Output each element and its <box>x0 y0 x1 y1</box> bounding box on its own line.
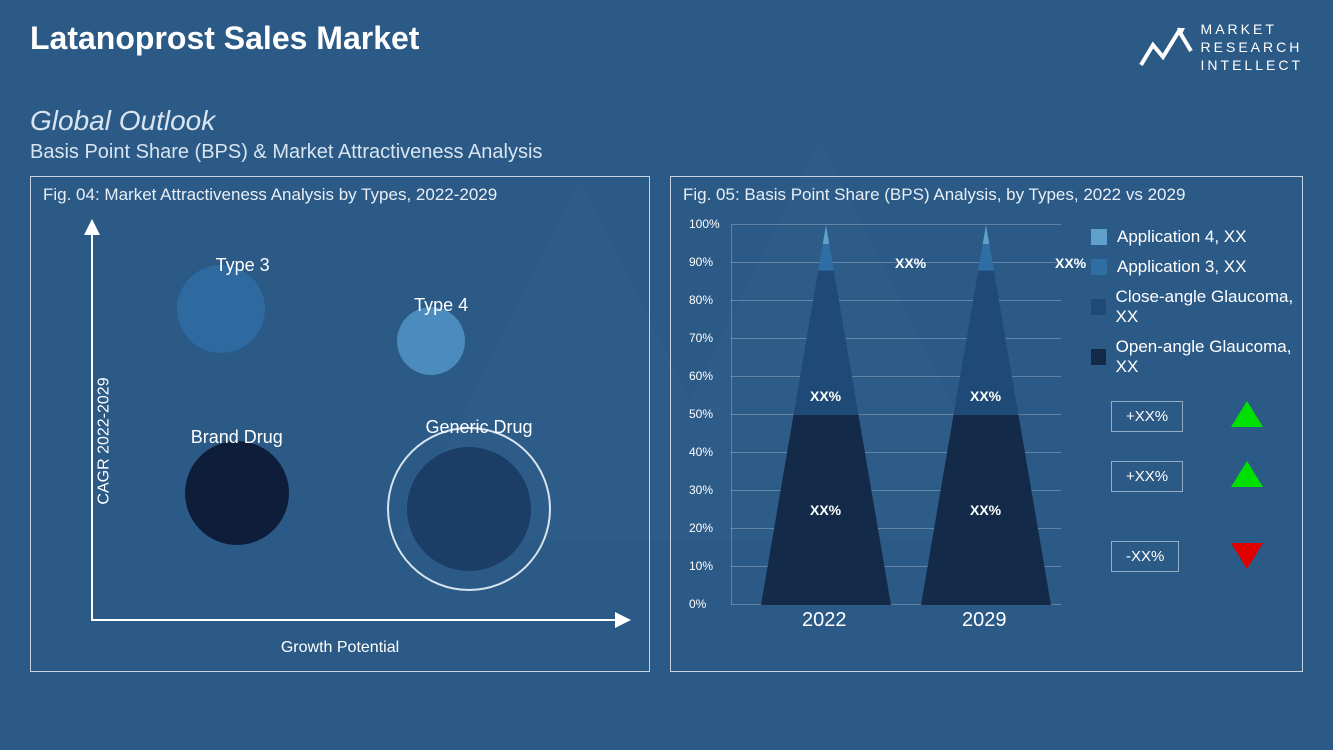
subheader: Global Outlook Basis Point Share (BPS) &… <box>0 105 1333 164</box>
pct-label: XX% <box>970 502 1001 518</box>
ytick-label: 30% <box>689 483 713 497</box>
legend-item: Open-angle Glaucoma, XX <box>1091 337 1302 377</box>
change-box: +XX% <box>1111 401 1183 432</box>
subtitle-global-outlook: Global Outlook <box>30 105 1303 137</box>
ytick-label: 0% <box>689 597 706 611</box>
axis-vline <box>731 225 732 605</box>
ytick-label: 50% <box>689 407 713 421</box>
bps-chart: 0%10%20%30%40%50%60%70%80%90%100% Applic… <box>671 211 1302 671</box>
ytick-label: 80% <box>689 293 713 307</box>
legend-swatch <box>1091 229 1107 245</box>
pct-label: XX% <box>970 388 1001 404</box>
legend-label: Open-angle Glaucoma, XX <box>1116 337 1302 377</box>
legend-label: Application 4, XX <box>1117 227 1246 247</box>
bubble <box>397 307 465 375</box>
bubble <box>407 447 531 571</box>
change-box: +XX% <box>1111 461 1183 492</box>
bps-grid: 0%10%20%30%40%50%60%70%80%90%100% <box>731 225 1061 605</box>
bubble-label: Brand Drug <box>177 427 297 448</box>
year-label: 2029 <box>962 609 1007 632</box>
cone <box>921 225 1051 605</box>
logo-icon <box>1139 25 1193 69</box>
triangle-up-icon <box>1231 401 1263 427</box>
legend-label: Application 3, XX <box>1117 257 1246 277</box>
pct-label: XX% <box>810 388 841 404</box>
panel-bps: Fig. 05: Basis Point Share (BPS) Analysi… <box>670 176 1303 672</box>
bubble <box>177 265 265 353</box>
page-title: Latanoprost Sales Market <box>30 20 419 57</box>
legend-swatch <box>1091 349 1106 365</box>
y-axis-label: CAGR 2022-2029 <box>96 377 114 504</box>
bubble-label: Type 4 <box>381 295 501 316</box>
logo-line1: MARKET <box>1201 20 1303 38</box>
legend: Application 4, XX Application 3, XX Close-… <box>1091 227 1302 387</box>
ytick-label: 40% <box>689 445 713 459</box>
ytick-label: 100% <box>689 217 720 231</box>
fig04-title: Fig. 04: Market Attractiveness Analysis … <box>31 177 649 211</box>
y-axis <box>91 221 93 621</box>
bubble-chart: CAGR 2022-2029 Growth Potential Type 3 Ty… <box>31 211 649 671</box>
legend-swatch <box>1091 259 1107 275</box>
legend-item: Application 3, XX <box>1091 257 1302 277</box>
triangle-up-icon <box>1231 461 1263 487</box>
x-axis-label: Growth Potential <box>281 639 399 657</box>
panel-attractiveness: Fig. 04: Market Attractiveness Analysis … <box>30 176 650 672</box>
pct-label: XX% <box>1055 255 1086 271</box>
subtitle-bps: Basis Point Share (BPS) & Market Attract… <box>30 141 1303 164</box>
fig05-title: Fig. 05: Basis Point Share (BPS) Analysi… <box>671 177 1302 211</box>
bubble-label: Type 3 <box>183 255 303 276</box>
legend-item: Close-angle Glaucoma, XX <box>1091 287 1302 327</box>
pct-label: XX% <box>810 502 841 518</box>
logo-line3: INTELLECT <box>1201 56 1303 74</box>
logo-line2: RESEARCH <box>1201 38 1303 56</box>
logo: MARKET RESEARCH INTELLECT <box>1139 20 1303 75</box>
pct-label: XX% <box>895 255 926 271</box>
legend-swatch <box>1091 299 1106 315</box>
header: Latanoprost Sales Market MARKET RESEARCH… <box>0 0 1333 85</box>
bubble <box>185 441 289 545</box>
cone <box>761 225 891 605</box>
triangle-down-icon <box>1231 543 1263 569</box>
charts-row: Fig. 04: Market Attractiveness Analysis … <box>0 164 1333 672</box>
year-label: 2022 <box>802 609 847 632</box>
ytick-label: 60% <box>689 369 713 383</box>
change-box: -XX% <box>1111 541 1179 572</box>
ytick-label: 90% <box>689 255 713 269</box>
ytick-label: 10% <box>689 559 713 573</box>
legend-label: Close-angle Glaucoma, XX <box>1116 287 1302 327</box>
x-axis <box>91 619 629 621</box>
bubble-label: Generic Drug <box>419 417 539 438</box>
legend-item: Application 4, XX <box>1091 227 1302 247</box>
ytick-label: 20% <box>689 521 713 535</box>
ytick-label: 70% <box>689 331 713 345</box>
logo-text: MARKET RESEARCH INTELLECT <box>1201 20 1303 75</box>
